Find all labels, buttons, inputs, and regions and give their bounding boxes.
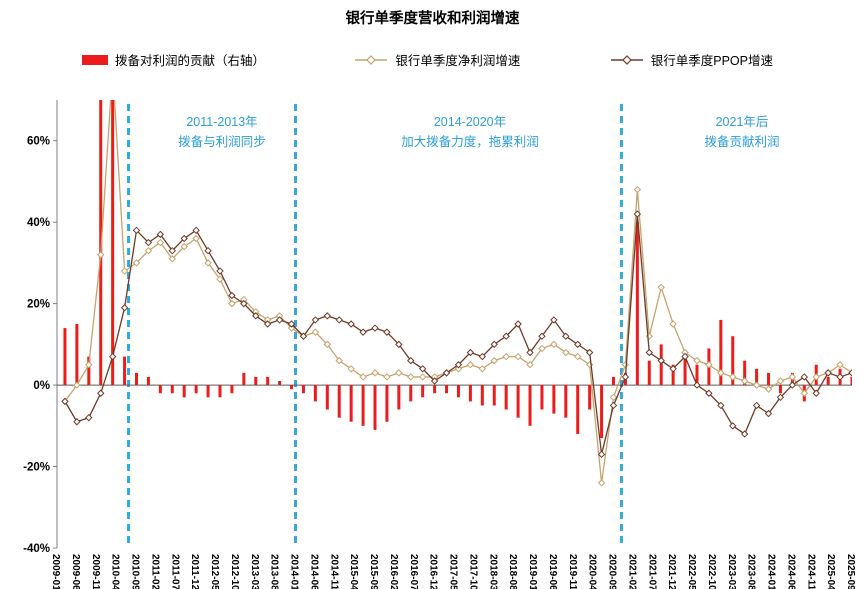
svg-text:60%: 60% [27,136,50,148]
svg-text:0%: 0% [33,380,50,392]
svg-text:2015-09: 2015-09 [368,554,379,589]
legend-item-provision-contribution[interactable]: 拨备对利润的贡献（右轴） [82,50,265,69]
svg-text:2014-06: 2014-06 [308,554,319,589]
annotation-line: 2011-2013年 [186,115,258,129]
svg-text:2016-07: 2016-07 [408,554,419,589]
svg-text:2025-09: 2025-09 [845,554,856,589]
svg-text:2023-03: 2023-03 [726,554,737,589]
legend-item-net-profit-growth[interactable]: 银行单季度净利润增速 [354,50,520,69]
annotation-line: 2014-2020年 [433,115,507,129]
svg-text:2019-11: 2019-11 [567,554,578,589]
chart-title: 银行单季度营收和利润增速 [345,11,520,27]
svg-text:2013-08: 2013-08 [269,554,280,589]
svg-text:-20%: -20% [23,462,50,474]
legend-label-provision: 拨备对利润的贡献（右轴） [115,54,266,68]
svg-text:2016-12: 2016-12 [428,554,439,589]
tan-line-diamond-swatch [355,54,388,65]
annotation-line: 2021年后 [715,115,769,129]
red-bar-swatch [82,54,108,65]
svg-text:2022-10: 2022-10 [706,554,717,589]
svg-text:2010-04: 2010-04 [110,554,121,589]
chart-legend: 拨备对利润的贡献（右轴） 银行单季度净利润增速 银行单季度PPOP增速 [82,50,773,69]
svg-text:2021-07: 2021-07 [646,554,657,589]
svg-text:2013-03: 2013-03 [249,554,260,589]
svg-text:2016-02: 2016-02 [388,554,399,589]
svg-text:2021-02: 2021-02 [626,554,637,589]
svg-text:2019-06: 2019-06 [547,554,558,589]
svg-text:2025-04: 2025-04 [825,554,836,589]
svg-text:2014-01: 2014-01 [289,554,300,589]
svg-text:2019-01: 2019-01 [527,554,538,589]
annotation-period-2014-2020: 2014-2020年 加大拨备力度，拖累利润 [401,112,539,152]
svg-text:2024-01: 2024-01 [766,554,777,589]
svg-text:-40%: -40% [23,543,50,555]
svg-text:2023-08: 2023-08 [746,554,757,589]
svg-text:2011-07: 2011-07 [169,554,180,589]
svg-text:40%: 40% [27,217,50,229]
svg-text:2014-11: 2014-11 [328,554,339,589]
legend-label-ppop: 银行单季度PPOP增速 [650,54,773,68]
svg-text:2020-04: 2020-04 [587,554,598,589]
annotation-line: 加大拨备力度，拖累利润 [401,135,539,149]
legend-label-net-profit: 银行单季度净利润增速 [395,54,521,68]
annotation-line: 拨备与利润同步 [178,135,266,149]
svg-text:2017-10: 2017-10 [467,554,478,589]
svg-text:2017-05: 2017-05 [448,554,459,589]
svg-text:2022-05: 2022-05 [686,554,697,589]
annotation-period-2011-2013: 2011-2013年 拨备与利润同步 [178,112,266,152]
svg-text:2012-05: 2012-05 [209,554,220,589]
annotation-line: 拨备贡献利润 [704,135,780,149]
svg-text:2011-02: 2011-02 [149,554,160,589]
svg-text:2015-04: 2015-04 [348,554,359,589]
svg-text:2024-06: 2024-06 [785,554,796,589]
svg-text:2024-11: 2024-11 [805,554,816,589]
annotation-period-after-2021: 2021年后 拨备贡献利润 [704,112,779,152]
svg-text:2018-08: 2018-08 [507,554,518,589]
svg-text:2011-12: 2011-12 [189,554,200,589]
svg-text:2009-01: 2009-01 [50,554,61,589]
svg-text:20%: 20% [27,299,50,311]
legend-item-ppop-growth[interactable]: 银行单季度PPOP增速 [610,50,773,69]
svg-text:2018-03: 2018-03 [487,554,498,589]
svg-text:2010-09: 2010-09 [130,554,141,589]
svg-text:2021-12: 2021-12 [666,554,677,589]
svg-text:2009-11: 2009-11 [90,554,101,589]
brown-line-diamond-swatch [610,54,643,65]
svg-text:2020-09: 2020-09 [607,554,618,589]
svg-text:2012-10: 2012-10 [229,554,240,589]
svg-text:2009-06: 2009-06 [70,554,81,589]
